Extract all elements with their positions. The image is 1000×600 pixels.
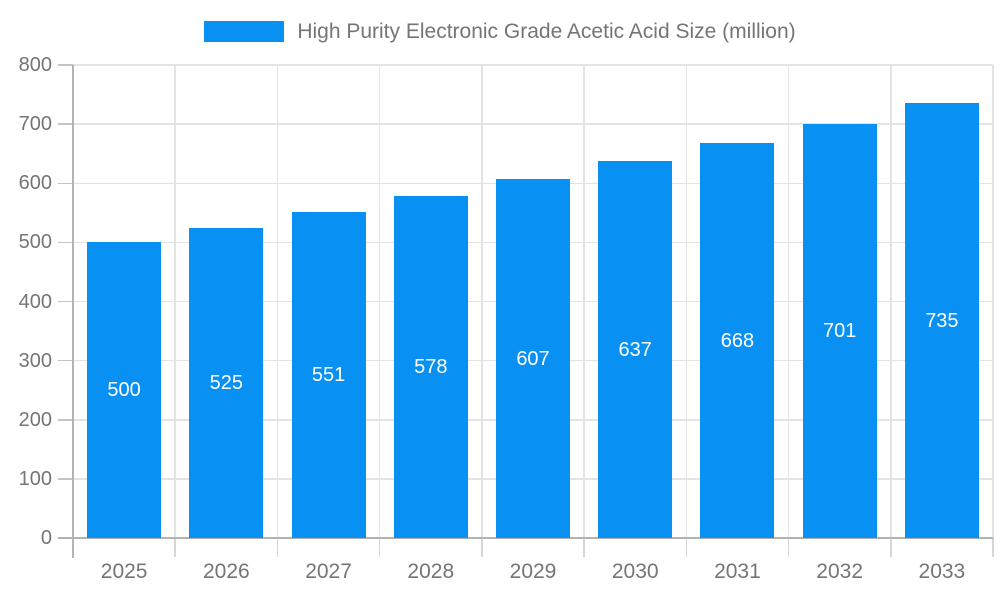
bar-value-label: 701 xyxy=(822,319,857,342)
y-axis-tick xyxy=(58,123,73,125)
bar-value-label: 551 xyxy=(311,364,346,387)
bar: 735 xyxy=(904,103,979,538)
gridline-vertical xyxy=(787,65,790,538)
x-axis-tick xyxy=(378,538,381,557)
x-axis-tick-label: 2028 xyxy=(407,560,455,583)
y-axis-tick xyxy=(58,419,73,421)
x-axis-tick xyxy=(890,538,892,557)
x-axis-tick-label: 2031 xyxy=(714,560,761,583)
x-axis-tick-label: 2032 xyxy=(816,560,864,583)
gridline-vertical xyxy=(276,65,279,538)
x-axis-tick-label: 2033 xyxy=(918,560,966,583)
legend-item[interactable]: High Purity Electronic Grade Acetic Acid… xyxy=(0,20,1000,43)
bar: 578 xyxy=(393,196,468,538)
y-axis-tick-label: 800 xyxy=(18,54,52,76)
legend-swatch xyxy=(204,21,285,42)
y-axis-tick xyxy=(58,359,73,362)
gridline-horizontal xyxy=(73,123,993,125)
x-axis-tick-label: 2029 xyxy=(509,560,557,583)
bar: 525 xyxy=(189,227,264,538)
y-axis-tick-label: 400 xyxy=(18,290,52,313)
legend-label: High Purity Electronic Grade Acetic Acid… xyxy=(297,19,796,43)
x-axis-line xyxy=(58,537,993,539)
x-axis-tick xyxy=(992,538,994,557)
bar-value-label: 637 xyxy=(618,338,652,361)
bar-value-label: 500 xyxy=(107,379,141,402)
x-axis-tick xyxy=(685,538,688,557)
y-axis-tick xyxy=(58,300,73,303)
x-axis-tick-label: 2025 xyxy=(100,560,148,583)
y-axis-tick-label: 100 xyxy=(18,467,52,490)
y-axis-line xyxy=(72,65,74,558)
bar: 500 xyxy=(87,242,162,538)
gridline-vertical xyxy=(378,65,381,538)
x-axis-tick xyxy=(174,538,176,557)
x-axis-tick xyxy=(481,538,483,557)
gridline-horizontal xyxy=(73,64,993,66)
x-axis-tick xyxy=(276,538,279,557)
x-axis-tick xyxy=(787,538,790,557)
x-axis-tick-label: 2027 xyxy=(305,560,352,583)
y-axis-tick-label: 0 xyxy=(40,527,52,549)
y-axis-tick-label: 300 xyxy=(18,349,52,372)
bar: 637 xyxy=(598,161,673,538)
y-axis-tick-label: 600 xyxy=(18,172,52,195)
gridline-vertical xyxy=(685,65,688,538)
bar-value-label: 668 xyxy=(720,329,755,352)
plot-area: 0 100 200 300 400 500 600 700 800 2025 2026 2027 202… xyxy=(19,54,994,583)
bar: 607 xyxy=(496,179,570,538)
x-axis-tick-label: 2030 xyxy=(611,560,659,583)
gridline-vertical xyxy=(992,65,994,538)
y-axis-tick xyxy=(58,241,73,244)
gridline-vertical xyxy=(890,65,892,538)
bar: 668 xyxy=(700,143,775,538)
bar-value-label: 578 xyxy=(414,356,448,379)
y-axis-tick xyxy=(58,478,73,480)
bar-value-label: 525 xyxy=(209,371,244,394)
bar-value-label: 607 xyxy=(516,347,550,370)
gridline-vertical xyxy=(481,65,483,538)
y-axis-tick-label: 200 xyxy=(18,408,52,431)
y-axis-tick-label: 700 xyxy=(18,113,52,136)
y-axis-tick xyxy=(58,64,73,66)
bar-value-label: 735 xyxy=(925,309,959,332)
x-axis-tick xyxy=(583,538,585,557)
y-axis-tick-label: 500 xyxy=(18,231,52,254)
x-axis-tick-label: 2026 xyxy=(202,560,250,583)
gridline-vertical xyxy=(174,65,176,538)
gridline-vertical xyxy=(583,65,585,538)
bar: 551 xyxy=(291,212,366,538)
y-axis-tick xyxy=(58,182,73,184)
bar: 701 xyxy=(802,123,877,538)
